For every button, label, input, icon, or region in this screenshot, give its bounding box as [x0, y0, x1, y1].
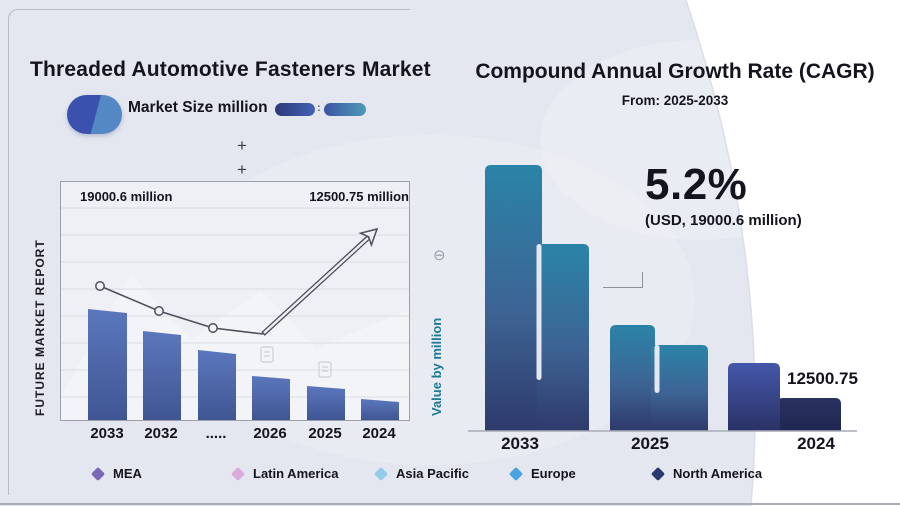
- trend-arrow-head: [358, 227, 379, 248]
- x-label-2033: 2033: [501, 434, 539, 453]
- pill-badge-dark-icon: [275, 103, 315, 116]
- cagr-subtitle: From: 2025-2033: [621, 93, 729, 108]
- x-label-2032: 2032: [144, 425, 178, 442]
- pill-separator: :: [317, 102, 321, 114]
- x-label-2025: 2025: [631, 434, 669, 453]
- trend-markers: [95, 281, 218, 333]
- legend-item-latin-america: Latin America: [230, 466, 339, 481]
- cagr-header: Compound Annual Growth Rate (CAGR) From:…: [455, 60, 895, 108]
- x-label-2026: 2026: [253, 425, 287, 442]
- x-label-2024: 2024: [362, 425, 396, 442]
- market-size-chart: [61, 207, 409, 420]
- page-title: Threaded Automotive Fasteners Market: [30, 58, 431, 81]
- x-label-2025: 2025: [308, 425, 342, 442]
- x-label-2024: 2024: [797, 434, 835, 453]
- market-size-label: Market Size million: [128, 99, 268, 116]
- cagr-bars: [485, 165, 841, 431]
- legend-label: MEA: [113, 466, 142, 481]
- bottom-divider: [0, 503, 900, 505]
- legend-diamond-icon: [650, 466, 666, 481]
- legend-label: North America: [673, 466, 763, 481]
- value-callout-2024: 12500.75: [787, 369, 858, 388]
- market-size-bars: [88, 309, 399, 420]
- legend-item-europe: Europe: [508, 466, 576, 481]
- callout-bracket: [603, 272, 643, 288]
- legend-label: Asia Pacific: [396, 466, 469, 481]
- minus-circle-icon: ⊖: [433, 247, 446, 264]
- future-market-report-watermark: FUTURE MARKET REPORT: [33, 239, 47, 416]
- pill-badge-teal-icon: [324, 103, 366, 116]
- cagr-chart: [468, 165, 857, 432]
- legend-diamond-icon: [90, 466, 106, 481]
- market-size-chart-panel: [60, 181, 410, 421]
- legend-diamond-icon: [508, 466, 524, 481]
- trend-line: [99, 285, 264, 335]
- plus-icon: +: [237, 160, 247, 179]
- legend-label: Europe: [531, 466, 576, 481]
- cagr-title: Compound Annual Growth Rate (CAGR): [475, 60, 875, 83]
- legend-item-asia-pacific: Asia Pacific: [373, 466, 469, 481]
- legend-item-north-america: North America: [650, 466, 763, 481]
- cagr-value: 5.2%: [645, 160, 748, 209]
- start-value-label: 19000.6 million: [80, 189, 173, 204]
- x-label-2033: 2033: [90, 425, 124, 442]
- capsule-logo-icon: [67, 95, 122, 134]
- end-value-label: 12500.75 million: [309, 189, 409, 204]
- x-label-ellipsis: .....: [205, 425, 227, 442]
- plus-icon: +: [237, 136, 247, 155]
- cagr-detail: (USD, 19000.6 million): [645, 212, 802, 229]
- legend-diamond-icon: [230, 466, 246, 481]
- legend-label: Latin America: [253, 466, 339, 481]
- y-axis-label: Value by million: [429, 317, 444, 416]
- legend-item-mea: MEA: [90, 466, 142, 481]
- legend-diamond-icon: [373, 466, 389, 481]
